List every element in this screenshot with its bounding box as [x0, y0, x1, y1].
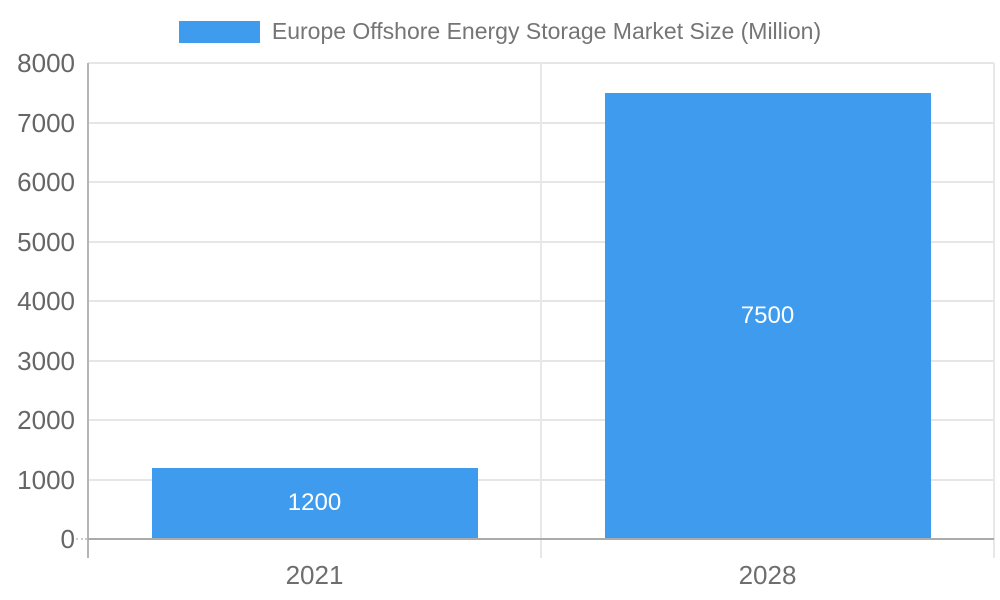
y-axis-tick-label: 5000 [17, 226, 75, 257]
bar-2028[interactable]: 7500 [604, 92, 931, 539]
x-axis-baseline [88, 538, 994, 540]
y-axis-tick-label: 8000 [17, 48, 75, 78]
column-separator [993, 63, 995, 558]
y-axis-tick-label: 1000 [17, 464, 75, 495]
zero-tick [76, 538, 87, 540]
plot-area: 1200 7500 [87, 62, 995, 558]
bar-value-label: 7500 [740, 301, 795, 329]
x-axis-tick-label: 2021 [285, 560, 344, 590]
chart-title: Europe Offshore Energy Storage Market Si… [271, 18, 822, 44]
y-axis-tick-label: 4000 [17, 286, 75, 316]
y-axis-line [87, 63, 89, 558]
y-axis-tick-label: 7000 [17, 107, 75, 138]
bar-value-label: 1200 [287, 489, 342, 517]
bar-2021[interactable]: 1200 [151, 467, 478, 539]
x-axis-tick-label: 2028 [738, 560, 797, 590]
legend-swatch [178, 20, 260, 43]
y-axis-tick-label: 6000 [17, 167, 75, 197]
y-axis-tick-label: 0 [60, 524, 75, 554]
column-separator [540, 63, 542, 558]
y-axis-tick-label: 3000 [17, 345, 75, 376]
legend[interactable]: Europe Offshore Energy Storage Market Si… [0, 18, 1000, 45]
y-axis-tick-label: 2000 [17, 405, 75, 435]
